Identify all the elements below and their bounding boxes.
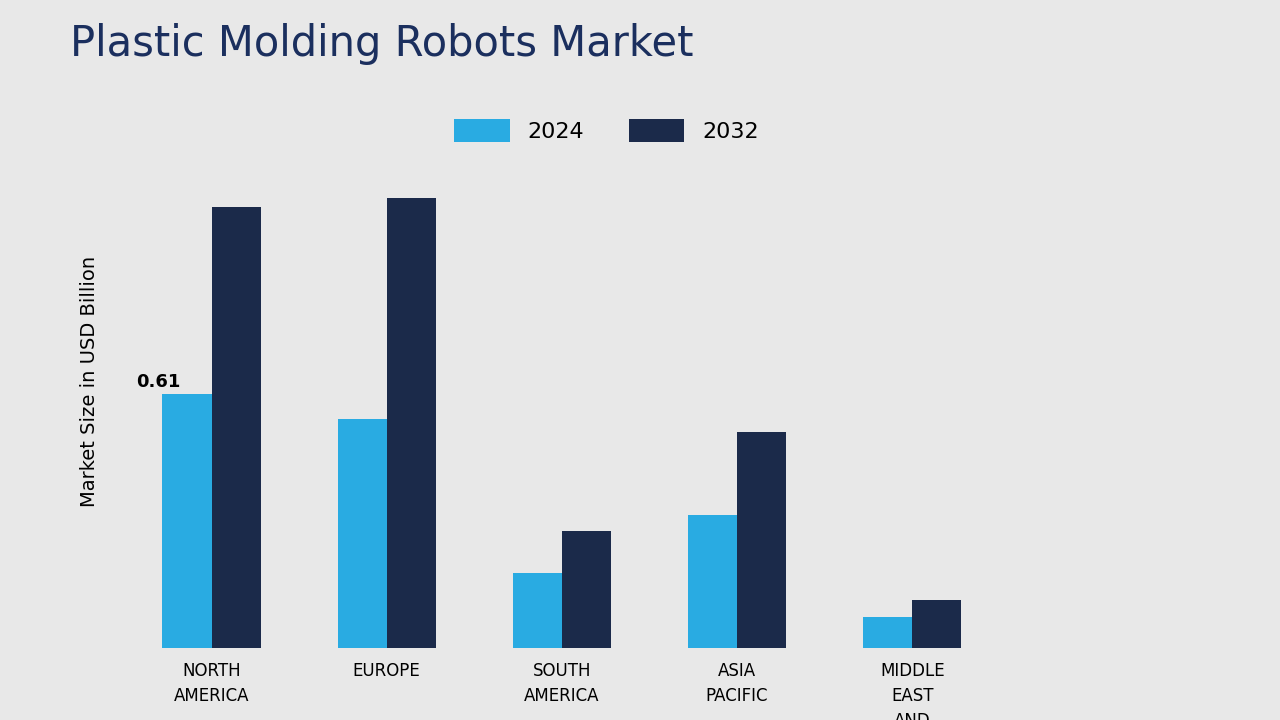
Y-axis label: Market Size in USD Billion: Market Size in USD Billion — [79, 256, 99, 507]
Text: Plastic Molding Robots Market: Plastic Molding Robots Market — [70, 23, 694, 65]
Bar — [913, 600, 961, 648]
Legend: 2024, 2032: 2024, 2032 — [445, 110, 768, 150]
Bar — [163, 394, 211, 648]
Bar — [562, 531, 611, 648]
Bar — [211, 207, 261, 648]
Bar — [338, 419, 387, 648]
Bar — [863, 617, 913, 648]
Bar — [689, 515, 737, 648]
Bar — [737, 431, 786, 648]
Text: 0.61: 0.61 — [136, 373, 180, 391]
Bar — [387, 199, 435, 648]
Bar — [513, 573, 562, 648]
